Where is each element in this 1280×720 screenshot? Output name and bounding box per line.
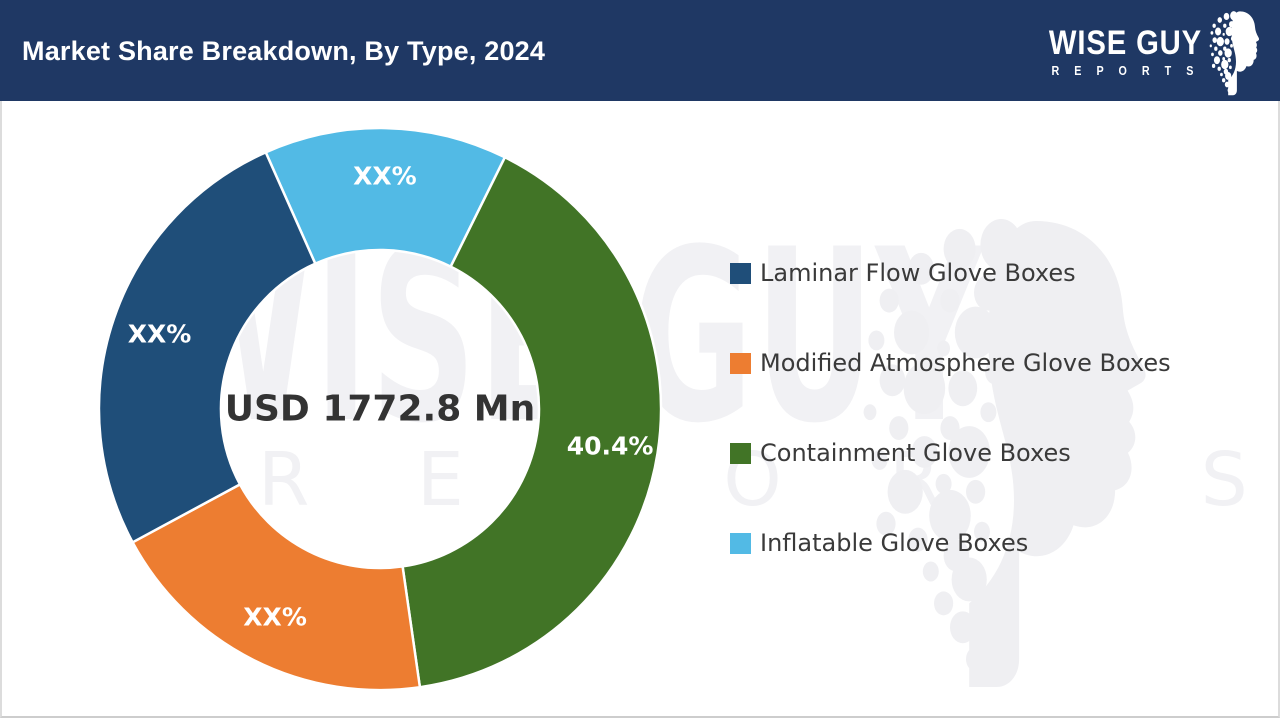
legend-label: Containment Glove Boxes (760, 439, 1071, 467)
legend-item: Modified Atmosphere Glove Boxes (730, 349, 1171, 377)
chart-canvas: WISE GUY R E P O R T S XX% 40.4% XX% XX% US… (0, 101, 1280, 718)
donut-center-value: USD 1772.8 Mn (224, 388, 536, 430)
header-bar: Market Share Breakdown, By Type, 2024 WI… (0, 0, 1280, 101)
legend-item: Containment Glove Boxes (730, 439, 1171, 467)
segment-percentage-label: XX% (353, 162, 417, 191)
donut-segment-modified-atmosphere-glove-boxes (131, 483, 422, 692)
watermark-face-icon (863, 218, 1146, 688)
segment-percentage-label: XX% (243, 603, 307, 632)
legend-label: Laminar Flow Glove Boxes (760, 259, 1076, 287)
legend-swatch (730, 532, 751, 554)
face-profile-icon (1209, 11, 1260, 96)
wise-guy-logo: WISE GUY R E P O R T S (1024, 6, 1264, 98)
logo-wordmark: WISE GUY (1048, 24, 1202, 62)
chart-legend: Laminar Flow Glove Boxes Modified Atmosp… (730, 259, 1171, 619)
legend-swatch (730, 442, 751, 464)
page-title: Market Share Breakdown, By Type, 2024 (22, 36, 546, 66)
legend-item: Laminar Flow Glove Boxes (730, 259, 1171, 287)
legend-swatch (730, 352, 751, 374)
donut-segment-containment-glove-boxes (401, 156, 663, 689)
legend-label: Modified Atmosphere Glove Boxes (760, 349, 1171, 377)
legend-item: Inflatable Glove Boxes (730, 529, 1171, 557)
logo-subtitle: R E P O R T S (1051, 64, 1200, 78)
face-dots (1209, 11, 1238, 93)
legend-label: Inflatable Glove Boxes (760, 529, 1029, 557)
donut-segment-laminar-flow-glove-boxes (97, 151, 317, 544)
logo-text: WISE GUY R E P O R T S (1049, 26, 1202, 78)
donut-chart: XX% 40.4% XX% XX% (80, 109, 680, 709)
segment-percentage-label: 40.4% (567, 431, 654, 460)
legend-swatch (730, 262, 751, 284)
segment-percentage-label: XX% (128, 319, 192, 348)
